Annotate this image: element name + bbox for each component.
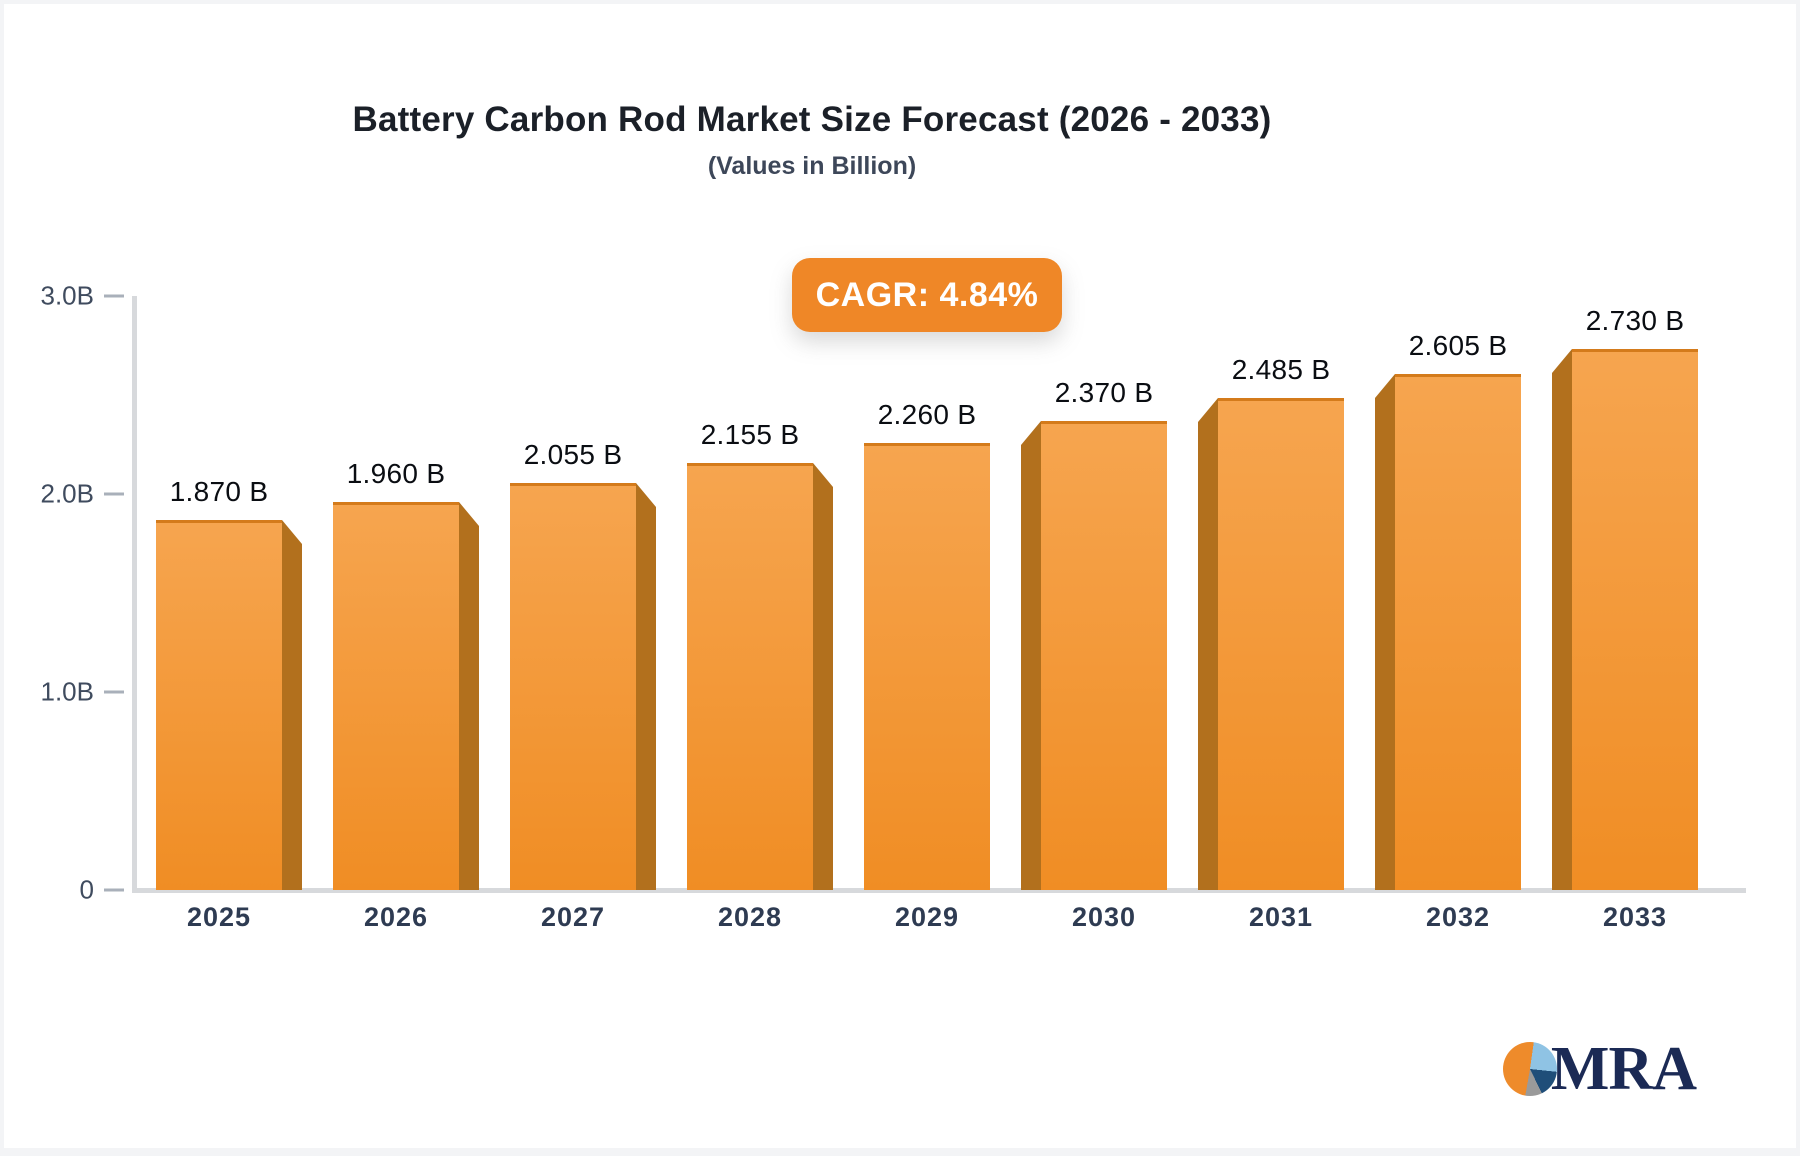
bar-2027 — [510, 483, 636, 890]
bar-value-label: 2.370 B — [1054, 377, 1154, 408]
x-axis-line — [132, 888, 1746, 893]
bar-2029 — [864, 443, 990, 890]
y-axis-line — [132, 296, 137, 890]
y-axis-tick-label: 3.0B — [40, 280, 95, 311]
bar-2032 — [1395, 374, 1521, 890]
y-axis-tick-label: 1.0B — [40, 676, 95, 707]
y-axis-tick-mark — [104, 294, 124, 298]
y-axis-tick-mark — [104, 888, 124, 892]
x-axis-tick-label: 2026 — [363, 902, 429, 932]
bar-value-label: 2.485 B — [1231, 354, 1331, 385]
x-axis-tick-label: 2030 — [1071, 902, 1137, 932]
brand-logo-text: MRA — [1550, 1035, 1697, 1103]
bar-2031 — [1218, 398, 1344, 890]
bar-3d-side — [1021, 421, 1041, 890]
chart-subtitle: (Values in Billion) — [707, 152, 917, 180]
bar-3d-side — [1375, 374, 1395, 890]
bar-3d-side — [1198, 398, 1218, 890]
bar-value-label: 2.605 B — [1408, 330, 1508, 361]
y-axis-tick-mark — [104, 492, 124, 496]
bar-3d-side — [1552, 349, 1572, 890]
y-axis-tick-mark — [104, 690, 124, 694]
x-axis-tick-label: 2028 — [717, 902, 783, 932]
pie-chart-logo-icon — [1502, 1042, 1557, 1096]
x-axis-tick-label: 2032 — [1425, 902, 1491, 932]
x-axis-tick-label: 2025 — [186, 902, 252, 932]
bar-2030 — [1041, 421, 1167, 890]
bar-2033 — [1572, 349, 1698, 890]
bar-2026 — [333, 502, 459, 890]
y-axis-tick-label: 0 — [79, 874, 94, 905]
bar-value-label: 1.870 B — [169, 476, 269, 507]
cagr-badge: CAGR: 4.84% — [792, 258, 1062, 332]
x-axis-tick-label: 2033 — [1602, 902, 1668, 932]
y-axis-tick-label: 2.0B — [40, 478, 95, 509]
bar-value-label: 2.155 B — [700, 419, 800, 450]
chart-title: Battery Carbon Rod Market Size Forecast … — [352, 100, 1272, 139]
x-axis-tick-label: 2029 — [894, 902, 960, 932]
brand-logo: MRA — [1502, 1035, 1697, 1103]
chart-card: Battery Carbon Rod Market Size Forecast … — [4, 4, 1796, 1148]
bar-value-label: 1.960 B — [346, 458, 446, 489]
bar-value-label: 2.260 B — [877, 399, 977, 430]
bar-3d-side — [636, 483, 656, 890]
cagr-badge-label: CAGR: 4.84% — [815, 275, 1039, 314]
bar-3d-side — [282, 520, 302, 890]
bar-2028 — [687, 463, 813, 890]
bar-3d-side — [813, 463, 833, 890]
x-axis-tick-label: 2027 — [540, 902, 606, 932]
bar-3d-side — [459, 502, 479, 890]
bar-value-label: 2.730 B — [1585, 305, 1685, 336]
bar-2025 — [156, 520, 282, 890]
x-axis-tick-label: 2031 — [1248, 902, 1314, 932]
bar-value-label: 2.055 B — [523, 439, 623, 470]
